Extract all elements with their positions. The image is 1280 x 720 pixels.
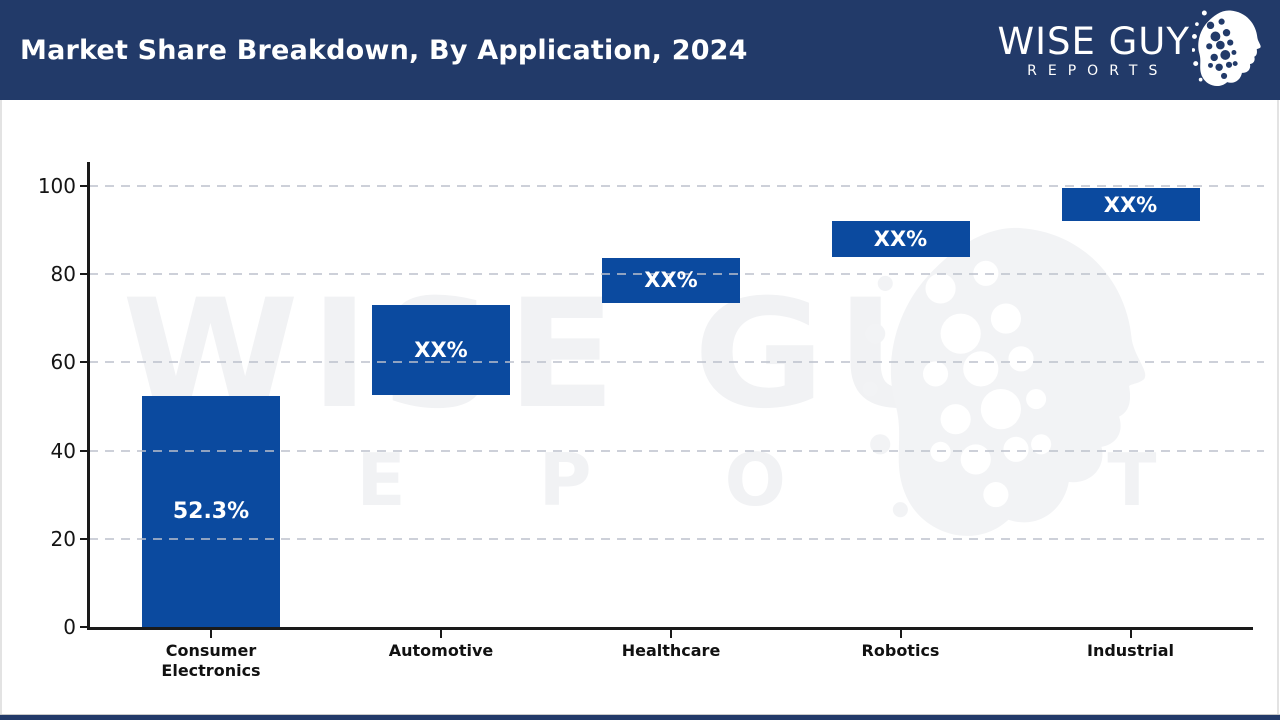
y-tick-mark [80, 185, 88, 187]
x-category-label: Automotive [388, 641, 494, 660]
bar-value-label: XX% [873, 226, 928, 251]
gridline-20 [89, 537, 1264, 540]
footer-bar [0, 714, 1280, 720]
bar-consumer-electronics [142, 396, 280, 627]
figure-right-border [1277, 100, 1279, 715]
y-tick-label: 80 [50, 262, 76, 287]
bar-automotive [372, 305, 510, 396]
page-title: Market Share Breakdown, By Application, … [20, 34, 748, 66]
bar-value-label: 52.3% [172, 498, 250, 524]
bar-healthcare [602, 257, 740, 303]
x-category-label: Industrial [1086, 641, 1174, 660]
brand-name: WISE GUY [997, 19, 1190, 63]
bar-industrial [1061, 188, 1200, 221]
x-tick-mark [899, 630, 902, 638]
y-tick-mark [80, 537, 88, 540]
x-category-label: Healthcare [621, 641, 721, 660]
x-axis-line [87, 627, 1253, 630]
y-tick-mark [80, 273, 88, 276]
x-tick-mark [210, 630, 212, 638]
figure-left-border [0, 100, 2, 715]
brand-logo-text: WISE GUY REPORTS [998, 23, 1190, 78]
gridline-100 [89, 185, 1264, 187]
x-tick-mark [1129, 630, 1132, 638]
y-tick-mark [80, 361, 88, 364]
y-axis-line [87, 162, 90, 630]
gridline-60 [89, 361, 1264, 364]
x-tick-mark [670, 630, 672, 638]
brand-subname: REPORTS [1027, 62, 1169, 79]
brand-logo: WISE GUY REPORTS [998, 6, 1266, 94]
y-tick-label: 40 [50, 438, 76, 463]
y-tick-label: 60 [50, 350, 76, 375]
gridline-40 [89, 449, 1264, 452]
y-tick-label: 0 [63, 615, 76, 639]
y-tick-label: 20 [50, 526, 76, 551]
header-bar: Market Share Breakdown, By Application, … [0, 0, 1280, 100]
bar-robotics [831, 220, 970, 257]
wiseguy-head-icon [1192, 10, 1261, 87]
x-tick-mark [440, 630, 442, 638]
gridline-80 [89, 273, 1264, 276]
bar-value-label: XX% [1103, 192, 1158, 217]
y-tick-label: 100 [37, 174, 76, 198]
y-tick-mark [80, 626, 88, 628]
bar-value-label: XX% [644, 268, 698, 293]
x-category-label: Robotics [861, 641, 940, 660]
bar-value-label: XX% [414, 338, 468, 363]
y-tick-mark [80, 449, 88, 452]
x-category-label: Consumer Electronics [161, 641, 261, 680]
watermark-head-icon [862, 227, 1146, 536]
